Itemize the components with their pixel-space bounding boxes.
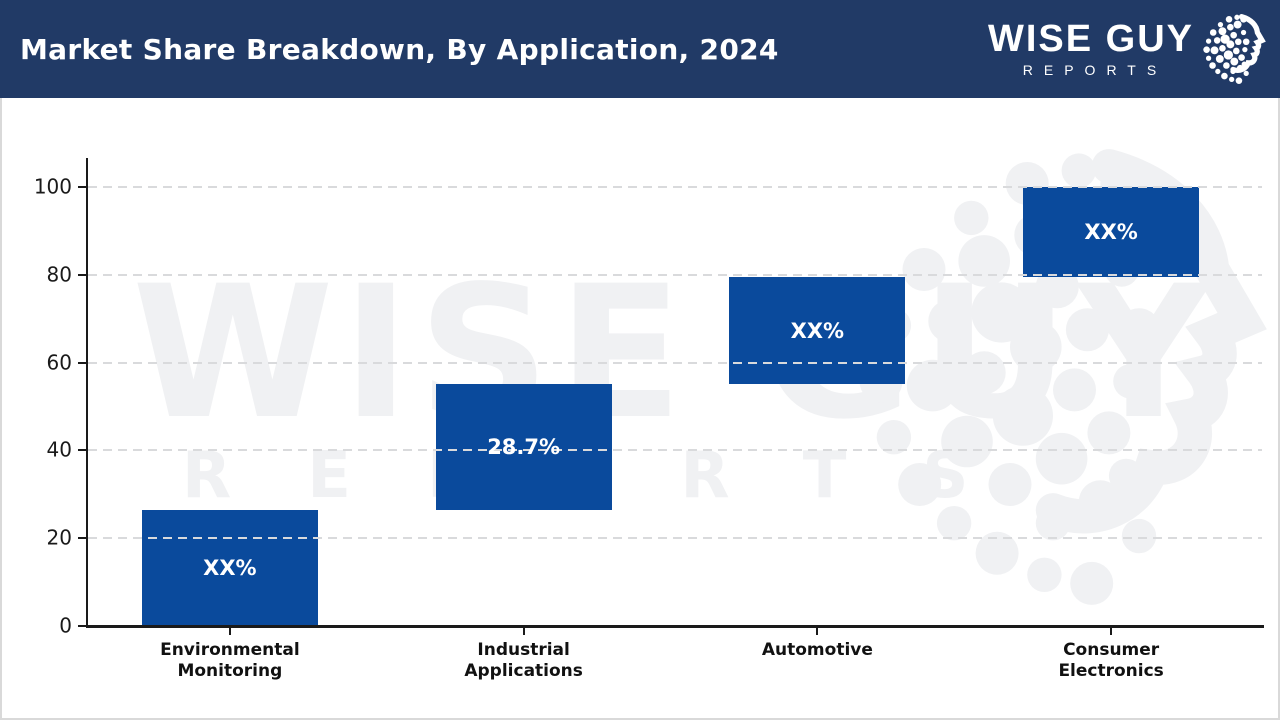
y-tick-label: 40 — [46, 437, 72, 462]
bar-value-label: 28.7% — [487, 435, 561, 460]
y-tick-label: 20 — [46, 525, 72, 550]
bar-segment — [1023, 187, 1200, 278]
x-axis-line — [86, 625, 1264, 628]
y-tick-label: 100 — [33, 174, 72, 199]
brand-logo: WISE GUY REPORTS — [988, 11, 1266, 87]
bar-value-label: XX% — [1084, 220, 1138, 245]
y-tick-mark — [78, 449, 87, 452]
header-bar: Market Share Breakdown, By Application, … — [0, 0, 1280, 98]
bar-segment — [729, 277, 906, 385]
y-tick-mark — [78, 273, 87, 276]
y-tick-mark — [78, 186, 87, 188]
x-tick-mark — [1110, 627, 1113, 635]
y-tick-mark — [78, 537, 87, 540]
x-tick-mark — [816, 627, 819, 635]
brand-subtitle: REPORTS — [1022, 62, 1168, 78]
y-axis-line — [86, 158, 88, 627]
x-category-label: Industrial Applications — [464, 640, 583, 681]
bar-value-label: XX% — [790, 318, 845, 343]
gridline — [88, 273, 1262, 276]
y-tick-label: 0 — [59, 613, 72, 638]
y-tick-mark — [78, 625, 87, 627]
gridline — [88, 449, 1262, 452]
bar-segment — [435, 384, 612, 511]
gridline — [88, 361, 1262, 364]
x-category-label: Automotive — [761, 640, 873, 660]
x-tick-mark — [228, 627, 231, 635]
y-tick-label: 60 — [46, 350, 72, 375]
x-category-label: Environmental Monitoring — [160, 640, 300, 681]
bar-value-label: XX% — [203, 556, 257, 581]
y-tick-mark — [78, 361, 87, 364]
x-tick-mark — [522, 627, 525, 635]
page-title: Market Share Breakdown, By Application, … — [20, 32, 779, 66]
brand-logo-text: WISE GUY REPORTS — [988, 20, 1194, 78]
brand-name: WISE GUY — [987, 18, 1194, 60]
x-category-label: Consumer Electronics — [1058, 640, 1164, 681]
bar-segment — [141, 510, 318, 626]
head-profile-icon — [1200, 11, 1266, 87]
gridline — [88, 186, 1262, 188]
y-tick-label: 80 — [46, 262, 72, 287]
gridline — [88, 537, 1262, 540]
